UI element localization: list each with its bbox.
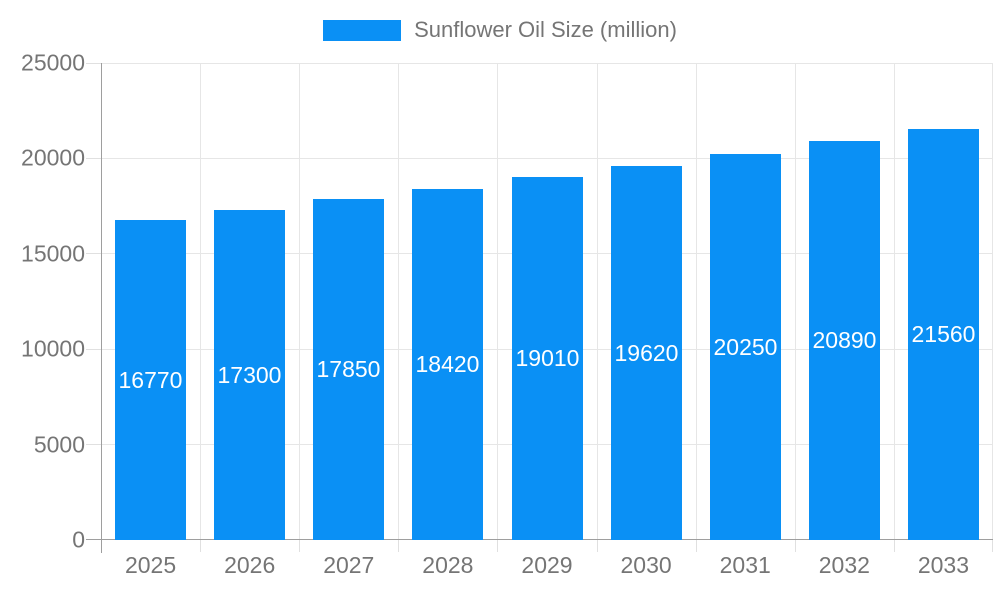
bar-2026[interactable]: 17300 (214, 210, 285, 540)
y-tick (86, 62, 101, 64)
bar-value-label: 19620 (614, 339, 679, 366)
bar-2033[interactable]: 21560 (908, 129, 979, 540)
category-separator-line (398, 63, 399, 540)
bar-value-label: 17300 (217, 361, 282, 388)
x-tick (696, 540, 697, 552)
category-separator-line (497, 63, 498, 540)
bar-2032[interactable]: 20890 (809, 141, 880, 540)
category-separator-line (597, 63, 598, 540)
category-separator-line (894, 63, 895, 540)
x-tick (398, 540, 399, 552)
x-tick (894, 540, 895, 552)
bar-value-label: 17850 (316, 356, 381, 382)
bar-2028[interactable]: 18420 (412, 189, 483, 540)
y-axis-label: 10000 (21, 335, 85, 362)
x-axis-label-2031: 2031 (719, 552, 771, 578)
bar-2031[interactable]: 20250 (710, 154, 781, 540)
category-separator-line (795, 63, 796, 540)
y-axis-line (101, 63, 102, 553)
bar-value-label: 19010 (515, 345, 580, 371)
y-tick (86, 253, 101, 255)
x-axis-label-2025: 2025 (124, 552, 177, 578)
y-axis-label: 5000 (33, 431, 85, 458)
x-axis-label-2032: 2032 (818, 552, 870, 578)
x-tick (992, 540, 993, 552)
legend[interactable]: Sunflower Oil Size (million) (0, 19, 1000, 41)
x-axis-label-2028: 2028 (422, 552, 474, 578)
x-tick (497, 540, 498, 552)
bar-value-label: 16770 (118, 366, 183, 393)
y-axis-label: 15000 (21, 240, 85, 267)
bar-2030[interactable]: 19620 (611, 166, 682, 540)
plot-area: 0 5000 10000 15000 20000 25000 16770 2025 17300 2… (21, 51, 993, 577)
x-axis-label-2030: 2030 (620, 552, 672, 578)
category-separator-line (696, 63, 697, 540)
y-axis-label: 25000 (21, 49, 85, 76)
bar-2025[interactable]: 16770 (115, 220, 186, 540)
category-separator-line (299, 63, 300, 540)
y-tick (86, 348, 101, 350)
y-gridline (101, 63, 993, 64)
y-axis-label: 20000 (21, 144, 85, 171)
bar-value-label: 20250 (713, 333, 778, 360)
x-tick (597, 540, 598, 552)
x-tick (299, 540, 300, 552)
y-gridline (101, 157, 993, 159)
bar-2029[interactable]: 19010 (512, 177, 583, 540)
legend-swatch (323, 19, 402, 41)
x-axis-label-2029: 2029 (521, 552, 573, 578)
category-separator-line (992, 63, 993, 540)
x-axis-label-2033: 2033 (917, 552, 970, 578)
category-separator-line (200, 63, 201, 540)
bar-2027[interactable]: 17850 (313, 199, 384, 540)
x-axis-label-2026: 2026 (224, 552, 276, 578)
legend-label: Sunflower Oil Size (million) (414, 17, 677, 42)
bar-value-label: 21560 (911, 321, 976, 347)
y-tick (86, 157, 101, 159)
x-axis-label-2027: 2027 (323, 552, 375, 578)
x-tick (795, 540, 796, 552)
bar-value-label: 20890 (812, 327, 877, 353)
y-axis-label: 0 (72, 526, 85, 553)
y-tick (86, 444, 101, 446)
x-tick (200, 540, 201, 552)
bar-value-label: 18420 (415, 351, 480, 377)
